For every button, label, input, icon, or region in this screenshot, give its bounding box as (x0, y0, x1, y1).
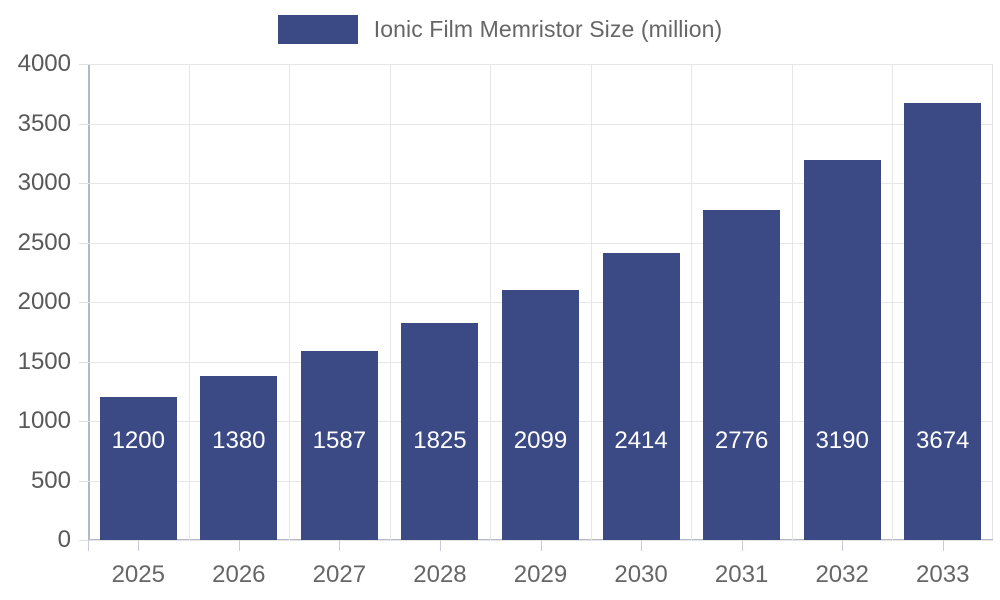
gridline-vertical (189, 64, 190, 540)
bar-value-label: 2776 (714, 427, 769, 454)
x-axis-tick-mark (88, 540, 89, 551)
gridline-vertical (390, 64, 391, 540)
x-axis-tick-mark (239, 540, 240, 551)
bar-value-label: 3190 (815, 427, 869, 454)
y-axis-tick-mark (79, 183, 88, 184)
x-axis-tick-mark (842, 540, 843, 551)
x-axis-tick-label: 2031 (714, 561, 769, 588)
bar-value-label: 1825 (413, 427, 467, 454)
y-axis-tick-label: 500 (30, 466, 71, 494)
bar-2030[interactable]: 2414 (602, 252, 680, 540)
gridline-vertical (591, 64, 592, 540)
bar-2026[interactable]: 1380 (200, 375, 278, 540)
gridline-horizontal (88, 123, 993, 125)
legend-color-swatch (277, 14, 358, 44)
bar-value-label: 1200 (111, 427, 165, 454)
y-axis-tick-label: 1500 (17, 347, 71, 375)
gridline-vertical (691, 64, 692, 540)
legend-label: Ionic Film Memristor Size (million) (373, 15, 723, 42)
x-axis-tick-label: 2033 (916, 561, 970, 588)
x-axis-tick-label: 2027 (312, 561, 367, 588)
bar-2031[interactable]: 2776 (703, 209, 781, 540)
plot-area: 1200 1380 1587 1825 2099 2414 2776 3190 3674 0 50… (18, 50, 993, 588)
x-axis-tick-mark (541, 540, 542, 551)
bar-value-label: 3674 (916, 427, 970, 454)
gridline-horizontal (88, 242, 993, 244)
bar-2025[interactable]: 1200 (99, 397, 177, 540)
gridline-horizontal (88, 540, 993, 541)
y-axis-tick-label: 2000 (17, 288, 71, 315)
y-axis-tick-label: 4000 (17, 50, 71, 77)
x-axis-tick-label: 2030 (614, 561, 668, 588)
bar-value-label: 2414 (614, 427, 668, 454)
gridline-horizontal (88, 64, 993, 65)
y-axis-tick-label: 3500 (17, 109, 71, 137)
x-axis-tick-label: 2025 (111, 561, 165, 588)
bar-2033[interactable]: 3674 (904, 102, 982, 540)
y-axis-tick-mark (79, 242, 88, 244)
bar-2029[interactable]: 2099 (502, 290, 579, 540)
x-axis-tick-mark (943, 540, 944, 551)
legend-item-ionic-film-memristor-size[interactable]: Ionic Film Memristor Size (million) (277, 14, 723, 44)
gridline-vertical (892, 64, 893, 540)
y-axis-tick-mark (79, 540, 88, 541)
chart-legend: Ionic Film Memristor Size (million) (0, 0, 1000, 58)
x-axis-tick-mark (138, 540, 139, 551)
gridline-horizontal (88, 183, 993, 184)
x-axis-tick-label: 2028 (413, 561, 467, 588)
y-axis-tick-mark (79, 64, 88, 65)
bar-value-label: 1587 (312, 427, 367, 454)
bar-2028[interactable]: 1825 (401, 322, 479, 540)
y-axis-tick-label: 2500 (17, 228, 71, 256)
bar-2027[interactable]: 1587 (300, 351, 378, 540)
gridline-vertical (490, 64, 491, 540)
x-axis-tick-label: 2029 (513, 561, 568, 588)
y-axis-tick-label: 3000 (17, 169, 71, 196)
y-axis-tick-mark (79, 421, 88, 422)
y-axis-tick-label: 1000 (17, 407, 71, 434)
gridline-vertical (289, 64, 290, 540)
bar-2032[interactable]: 3190 (803, 160, 881, 540)
x-axis-tick-mark (641, 540, 642, 551)
bar-value-label: 2099 (513, 427, 568, 454)
x-axis-tick-mark (339, 540, 340, 551)
x-axis-tick-label: 2026 (212, 561, 266, 588)
x-axis-tick-mark (440, 540, 441, 551)
y-axis-tick-mark (79, 123, 88, 125)
gridline-vertical (792, 64, 793, 540)
y-axis-tick-mark (79, 361, 88, 363)
y-axis-tick-label: 0 (57, 526, 71, 553)
x-axis-tick-label: 2032 (815, 561, 869, 588)
x-axis-tick-mark (742, 540, 743, 551)
bar-value-label: 1380 (212, 427, 266, 454)
y-axis-tick-mark (79, 480, 88, 482)
y-axis-tick-mark (79, 302, 88, 303)
